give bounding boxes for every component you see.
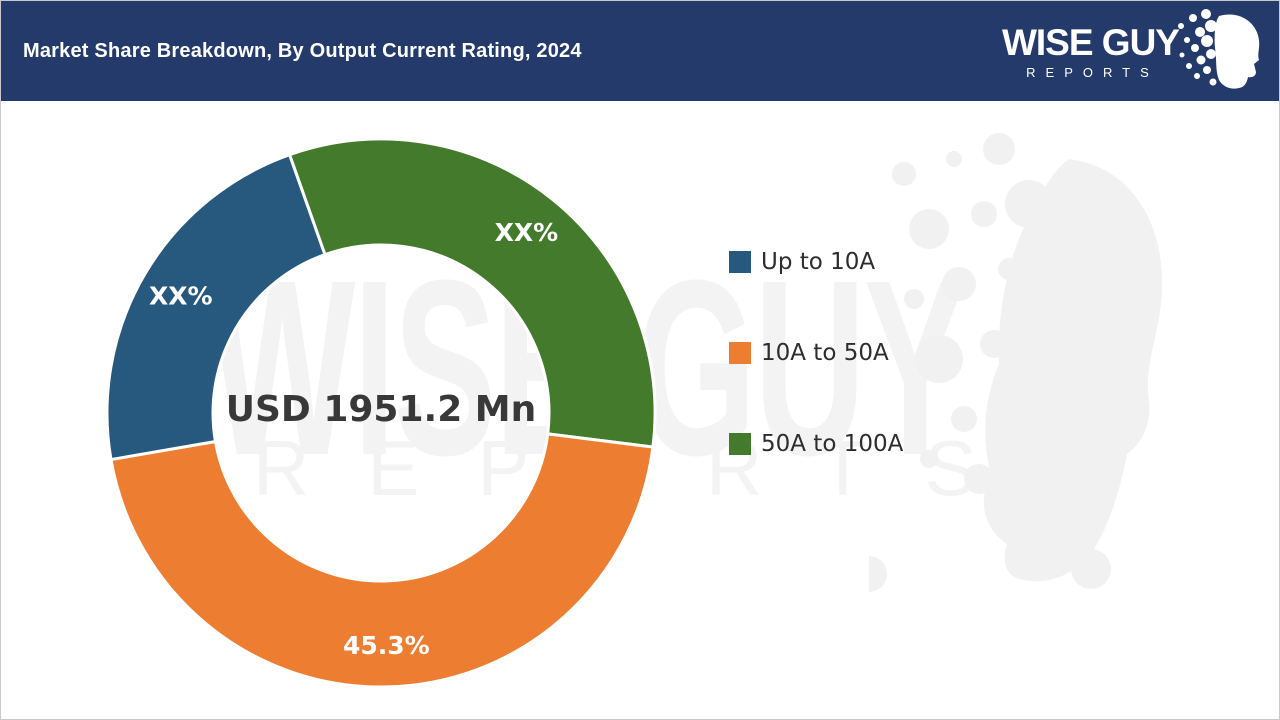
logo-wordmark-line1: WISE GUY [1001,21,1180,63]
legend: Up to 10A 10A to 50A 50A to 100A [729,250,903,456]
slice-label: 45.3% [343,631,430,660]
legend-label: 50A to 100A [761,431,904,457]
logo-wordmark-line2: REPORTS [1026,64,1159,80]
legend-item-10a-to-50a: 10A to 50A [729,341,903,365]
donut-slice-50a-to-100a [288,137,657,449]
legend-swatch [729,342,751,364]
donut-chart: XX% 45.3% XX% [105,137,657,689]
slice-label: XX% [149,282,213,311]
legend-swatch [729,433,751,455]
watermark-face [869,133,1163,592]
logo-wordmark: WISE GUY REPORTS [1001,21,1180,80]
slice-label: XX% [495,218,559,247]
page-title: Market Share Breakdown, By Output Curren… [23,39,582,62]
legend-label: 10A to 50A [761,340,889,366]
legend-label: Up to 10A [761,249,876,275]
legend-swatch [729,251,751,273]
donut-slice-up-to-10a [105,153,327,462]
donut-slice-10a-to-50a [109,432,655,689]
header-bar: Market Share Breakdown, By Output Curren… [1,1,1279,101]
logo-face-icon [1178,9,1260,89]
legend-item-up-to-10a: Up to 10A [729,250,903,274]
brand-logo: WISE GUY REPORTS [1002,8,1265,94]
chart-center-label: USD 1951.2 Mn [225,389,537,430]
legend-item-50a-to-100a: 50A to 100A [729,432,903,456]
